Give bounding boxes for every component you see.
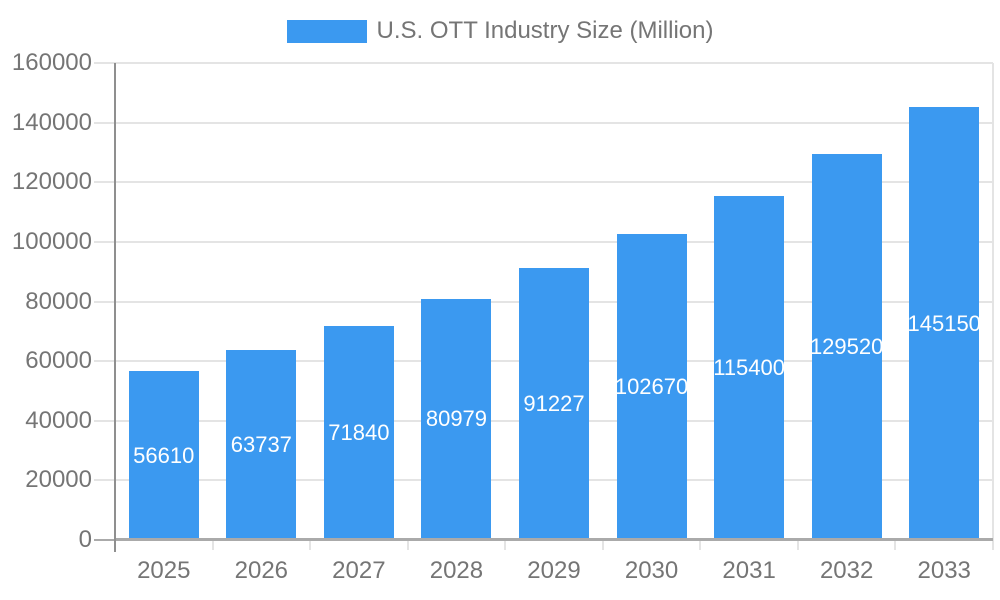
bar-value-label: 63737 — [230, 431, 292, 457]
x-tick-label-2031: 2031 — [722, 557, 776, 584]
bar-value-label: 102670 — [616, 373, 687, 399]
y-gridline — [115, 240, 993, 243]
y-tick-label: 160000 — [11, 49, 92, 76]
bar-2030[interactable]: 102670 — [616, 233, 687, 540]
bar-2032[interactable]: 129520 — [811, 153, 882, 540]
y-tick-label: 60000 — [25, 347, 92, 375]
x-tick-label-2028: 2028 — [429, 557, 484, 584]
y-tick-mark — [94, 121, 115, 124]
y-tick-label: 0 — [78, 526, 92, 553]
y-tick-label: 80000 — [25, 287, 92, 315]
plot-right-border — [992, 63, 994, 550]
y-tick-label: 40000 — [25, 406, 92, 434]
y-tick-mark — [94, 300, 115, 303]
x-tick-mark — [211, 540, 214, 550]
y-axis-line — [114, 63, 116, 552]
bar-value-label: 115400 — [714, 354, 785, 380]
x-tick-mark — [601, 540, 604, 550]
legend-label: U.S. OTT Industry Size (Million) — [376, 17, 714, 44]
bar-value-label: 71840 — [328, 419, 390, 445]
y-tick-mark — [94, 240, 115, 243]
bar-2029[interactable]: 91227 — [519, 268, 589, 540]
x-tick-mark — [699, 540, 702, 550]
y-tick-mark — [94, 62, 115, 64]
x-tick-label-2027: 2027 — [332, 557, 386, 584]
bar-value-label: 91227 — [523, 391, 585, 416]
legend-swatch — [286, 19, 367, 43]
y-gridline — [115, 121, 993, 124]
y-tick-label: 120000 — [11, 168, 92, 196]
y-tick-label: 100000 — [11, 227, 92, 255]
x-tick-label-2026: 2026 — [234, 557, 289, 584]
legend[interactable]: U.S. OTT Industry Size (Million) — [0, 17, 1000, 45]
bar-value-label: 56610 — [133, 442, 195, 468]
bar-2026[interactable]: 63737 — [226, 349, 297, 540]
bar-2027[interactable]: 71840 — [323, 325, 394, 540]
x-tick-mark — [894, 540, 897, 550]
bar-value-label: 80979 — [425, 406, 488, 432]
x-tick-mark — [796, 540, 799, 550]
bar-2025[interactable]: 56610 — [128, 371, 199, 540]
y-gridline — [115, 62, 993, 64]
bar-value-label: 129520 — [811, 333, 882, 359]
x-tick-mark — [992, 540, 994, 550]
y-tick-mark — [94, 539, 115, 541]
bar-2031[interactable]: 115400 — [714, 195, 785, 540]
x-axis-baseline — [115, 538, 993, 541]
y-gridline — [115, 181, 993, 184]
x-tick-mark — [309, 540, 312, 550]
y-tick-mark — [94, 419, 115, 422]
bar-value-label: 145150 — [909, 310, 980, 336]
bar-2028[interactable]: 80979 — [421, 298, 492, 540]
y-tick-label: 20000 — [25, 466, 92, 494]
x-tick-label-2032: 2032 — [819, 557, 874, 584]
y-tick-mark — [94, 479, 115, 482]
x-tick-mark — [406, 540, 409, 550]
x-tick-mark — [504, 540, 507, 550]
x-tick-label-2033: 2033 — [917, 557, 971, 584]
x-tick-label-2025: 2025 — [137, 557, 191, 584]
bar-2033[interactable]: 145150 — [909, 107, 980, 540]
x-tick-label-2029: 2029 — [527, 557, 581, 584]
y-tick-mark — [94, 181, 115, 184]
y-tick-label: 140000 — [11, 108, 92, 136]
x-tick-label-2030: 2030 — [624, 557, 679, 584]
y-tick-mark — [94, 360, 115, 363]
